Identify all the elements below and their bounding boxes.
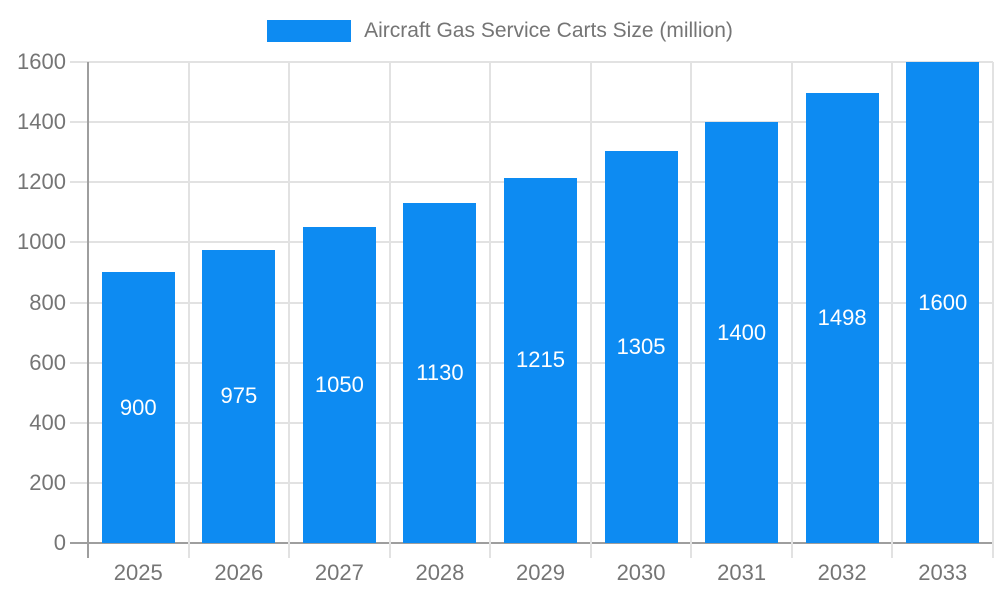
- x-axis-tick-label: 2031: [717, 560, 767, 585]
- y-axis-tick-label: 1600: [17, 49, 66, 74]
- x-axis-tick-label: 2030: [616, 560, 666, 585]
- chart-bar[interactable]: 1215: [504, 177, 577, 543]
- legend-item[interactable]: Aircraft Gas Service Carts Size (million…: [267, 19, 733, 43]
- y-axis-line: [87, 62, 89, 558]
- x-axis-tick-label: 2029: [516, 560, 565, 585]
- chart-bar[interactable]: 1130: [403, 203, 477, 543]
- y-axis-tick-label: 600: [29, 349, 66, 375]
- y-axis-tick-label: 800: [29, 289, 66, 315]
- chart-bar[interactable]: 1050: [302, 227, 376, 543]
- bar-value-label: 1305: [616, 333, 666, 359]
- chart-bar[interactable]: 1400: [705, 122, 779, 543]
- bar-value-label: 1215: [516, 347, 565, 373]
- gridline-vertical: [187, 62, 190, 558]
- legend-label: Aircraft Gas Service Carts Size (million…: [364, 19, 733, 42]
- bar-value-label: 1498: [817, 304, 867, 330]
- gridline-horizontal: [70, 121, 993, 124]
- x-axis-tick-label: 2032: [817, 560, 867, 585]
- y-axis-tick-label: 200: [29, 469, 66, 495]
- gridline-vertical: [489, 62, 492, 558]
- gridline-vertical: [690, 62, 693, 558]
- x-axis-tick-label: 2025: [113, 560, 163, 585]
- gridline-vertical: [288, 62, 291, 558]
- chart-bar[interactable]: 1305: [604, 150, 678, 543]
- chart-bar[interactable]: 975: [202, 249, 276, 543]
- chart-bar[interactable]: 1498: [805, 92, 879, 543]
- y-axis-tick-label: 1400: [17, 109, 66, 135]
- x-axis-tick-label: 2027: [314, 560, 364, 585]
- gridline-horizontal: [70, 61, 993, 63]
- legend-swatch: [267, 20, 352, 42]
- y-axis-tick-label: 0: [53, 530, 66, 555]
- gridline-vertical: [992, 62, 994, 558]
- y-axis-tick-label: 1000: [17, 229, 66, 255]
- x-axis-tick-label: 2026: [214, 560, 264, 585]
- gridline-vertical: [589, 62, 592, 558]
- x-axis-tick-label: 2033: [918, 560, 968, 585]
- gridline-vertical: [790, 62, 793, 558]
- bar-value-label: 900: [119, 394, 157, 420]
- gridline-vertical: [891, 62, 894, 558]
- bar-value-label: 1130: [416, 360, 464, 386]
- chart-bar[interactable]: 1600: [906, 62, 980, 543]
- legend: Aircraft Gas Service Carts Size (million…: [0, 19, 1000, 43]
- x-axis-tick-label: 2028: [415, 560, 465, 585]
- bar-value-label: 975: [220, 383, 258, 409]
- x-axis-baseline: [70, 542, 993, 544]
- bar-value-label: 1050: [314, 372, 364, 398]
- y-axis-tick-label: 1200: [17, 169, 66, 195]
- bar-value-label: 1400: [717, 319, 767, 345]
- chart-bar[interactable]: 900: [101, 272, 175, 543]
- bar-value-label: 1600: [918, 289, 968, 315]
- gridline-vertical: [388, 62, 391, 558]
- y-axis-tick-label: 400: [29, 409, 66, 435]
